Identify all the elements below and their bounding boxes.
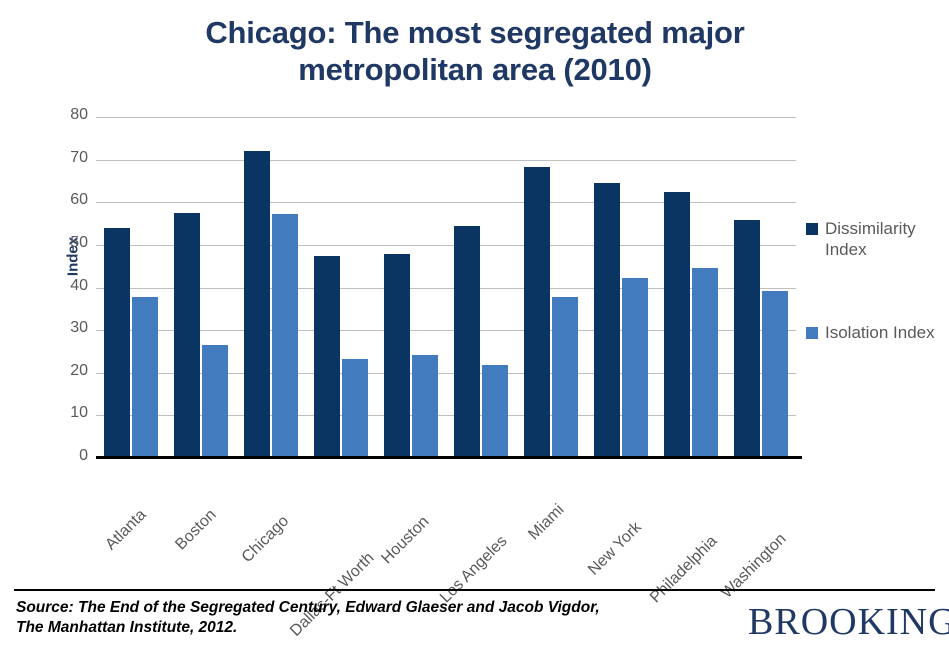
x-axis-tick-cell: Dallas-Ft.Worth bbox=[287, 459, 377, 639]
bar-group bbox=[236, 117, 306, 458]
x-axis-tick-labels: Atlanta Boston Chicago Dallas-Ft.Worth Houst… bbox=[96, 459, 796, 640]
bar[interactable] bbox=[524, 167, 550, 458]
bar[interactable] bbox=[664, 191, 690, 458]
x-axis-tick-label: Washington bbox=[718, 471, 850, 601]
source-note: Source: The End of the Segregated Centur… bbox=[16, 598, 716, 638]
chart-legend: Dissimilarity Index Isolation Index bbox=[806, 218, 946, 405]
bar[interactable] bbox=[342, 358, 368, 458]
bar[interactable] bbox=[272, 214, 298, 458]
bar-group bbox=[306, 117, 376, 458]
gridline bbox=[96, 415, 796, 417]
bar-group bbox=[516, 117, 586, 458]
x-axis-tick-cell: New York bbox=[585, 459, 656, 579]
x-axis-tick-cell: Boston bbox=[166, 459, 236, 579]
bar[interactable] bbox=[412, 354, 438, 458]
footer-divider bbox=[14, 589, 935, 591]
gridline bbox=[96, 330, 796, 332]
x-axis-tick-cell: Houston bbox=[376, 459, 446, 579]
chart-title-line-1: Chicago: The most segregated major bbox=[205, 15, 745, 50]
x-axis-tick-label-text: Los Angeles bbox=[436, 532, 511, 607]
bar[interactable] bbox=[202, 344, 228, 458]
bar-group bbox=[166, 117, 236, 458]
bar[interactable] bbox=[594, 183, 620, 458]
gridline bbox=[96, 202, 796, 204]
y-axis-tick-label: 10 bbox=[70, 404, 88, 422]
bar[interactable] bbox=[734, 220, 760, 458]
legend-item[interactable]: Isolation Index bbox=[806, 322, 946, 343]
bar-groups bbox=[96, 117, 796, 458]
source-note-line-2: The Manhattan Institute, 2012. bbox=[16, 619, 238, 636]
bar[interactable] bbox=[692, 267, 718, 458]
gridline bbox=[96, 287, 796, 289]
bar[interactable] bbox=[132, 296, 158, 458]
chart-title-line-2: metropolitan area (2010) bbox=[298, 52, 652, 87]
bar-group bbox=[446, 117, 516, 458]
bar[interactable] bbox=[454, 225, 480, 458]
bar[interactable] bbox=[762, 290, 788, 458]
y-axis-tick-label: 0 bbox=[79, 447, 88, 464]
y-axis-tick-label: 30 bbox=[70, 319, 88, 337]
x-axis-tick-label-text: Boston bbox=[172, 506, 220, 554]
bar-group bbox=[726, 117, 796, 458]
x-axis-tick-cell: Atlanta bbox=[96, 459, 166, 579]
plot-area bbox=[96, 117, 796, 458]
gridline bbox=[96, 159, 796, 161]
bar[interactable] bbox=[482, 365, 508, 458]
y-axis-tick-label: 20 bbox=[70, 361, 88, 379]
bar[interactable] bbox=[174, 212, 200, 458]
x-axis-tick-cell: Los Angeles bbox=[437, 459, 516, 607]
legend-label: Dissimilarity Index bbox=[825, 219, 916, 259]
x-axis-tick-label-text: Atlanta bbox=[102, 506, 150, 554]
bar-group bbox=[586, 117, 656, 458]
x-axis-tick-label-text: Washington bbox=[718, 530, 790, 602]
x-axis-tick-cell: Chicago bbox=[236, 459, 306, 579]
brookings-logo: BROOKINGS bbox=[748, 601, 949, 643]
legend-item[interactable]: Dissimilarity Index bbox=[806, 218, 946, 260]
x-axis-tick-label-text: Houston bbox=[378, 513, 433, 568]
y-axis-tick-labels: 80 70 60 50 40 30 20 10 0 bbox=[22, 106, 88, 464]
x-axis-tick-label-text: New York bbox=[585, 518, 645, 579]
y-axis-tick-label: 40 bbox=[70, 276, 88, 294]
gridline bbox=[96, 244, 796, 246]
y-axis-tick-label: 80 bbox=[70, 106, 88, 123]
bar-group bbox=[376, 117, 446, 458]
bar[interactable] bbox=[244, 151, 270, 458]
gridline bbox=[96, 372, 796, 374]
x-axis-tick-cell: Miami bbox=[516, 459, 586, 579]
bar[interactable] bbox=[622, 277, 648, 458]
bar-group bbox=[656, 117, 726, 458]
chart-title: Chicago: The most segregated major metro… bbox=[90, 14, 860, 88]
x-axis-tick-label-text: Philadelphia bbox=[646, 532, 721, 607]
bar[interactable] bbox=[314, 255, 340, 458]
x-axis-tick-cell: Philadelphia bbox=[647, 459, 726, 607]
gridline bbox=[96, 117, 796, 118]
legend-swatch-icon bbox=[806, 327, 818, 339]
x-axis-tick-label-text: Miami bbox=[525, 501, 568, 544]
y-axis-tick-label: 70 bbox=[70, 148, 88, 166]
bar[interactable] bbox=[104, 227, 130, 458]
x-axis-baseline bbox=[96, 456, 802, 459]
y-axis-tick-label: 60 bbox=[70, 191, 88, 209]
legend-label: Isolation Index bbox=[825, 323, 935, 342]
bar[interactable] bbox=[552, 296, 578, 458]
source-note-line-1: Source: The End of the Segregated Centur… bbox=[16, 599, 600, 616]
y-axis-tick-label: 50 bbox=[70, 233, 88, 251]
legend-swatch-icon bbox=[806, 223, 818, 235]
bar[interactable] bbox=[384, 254, 410, 458]
bar-group bbox=[96, 117, 166, 458]
x-axis-tick-label-text: Chicago bbox=[238, 512, 293, 567]
x-axis-tick-cell: Washington bbox=[718, 459, 796, 601]
